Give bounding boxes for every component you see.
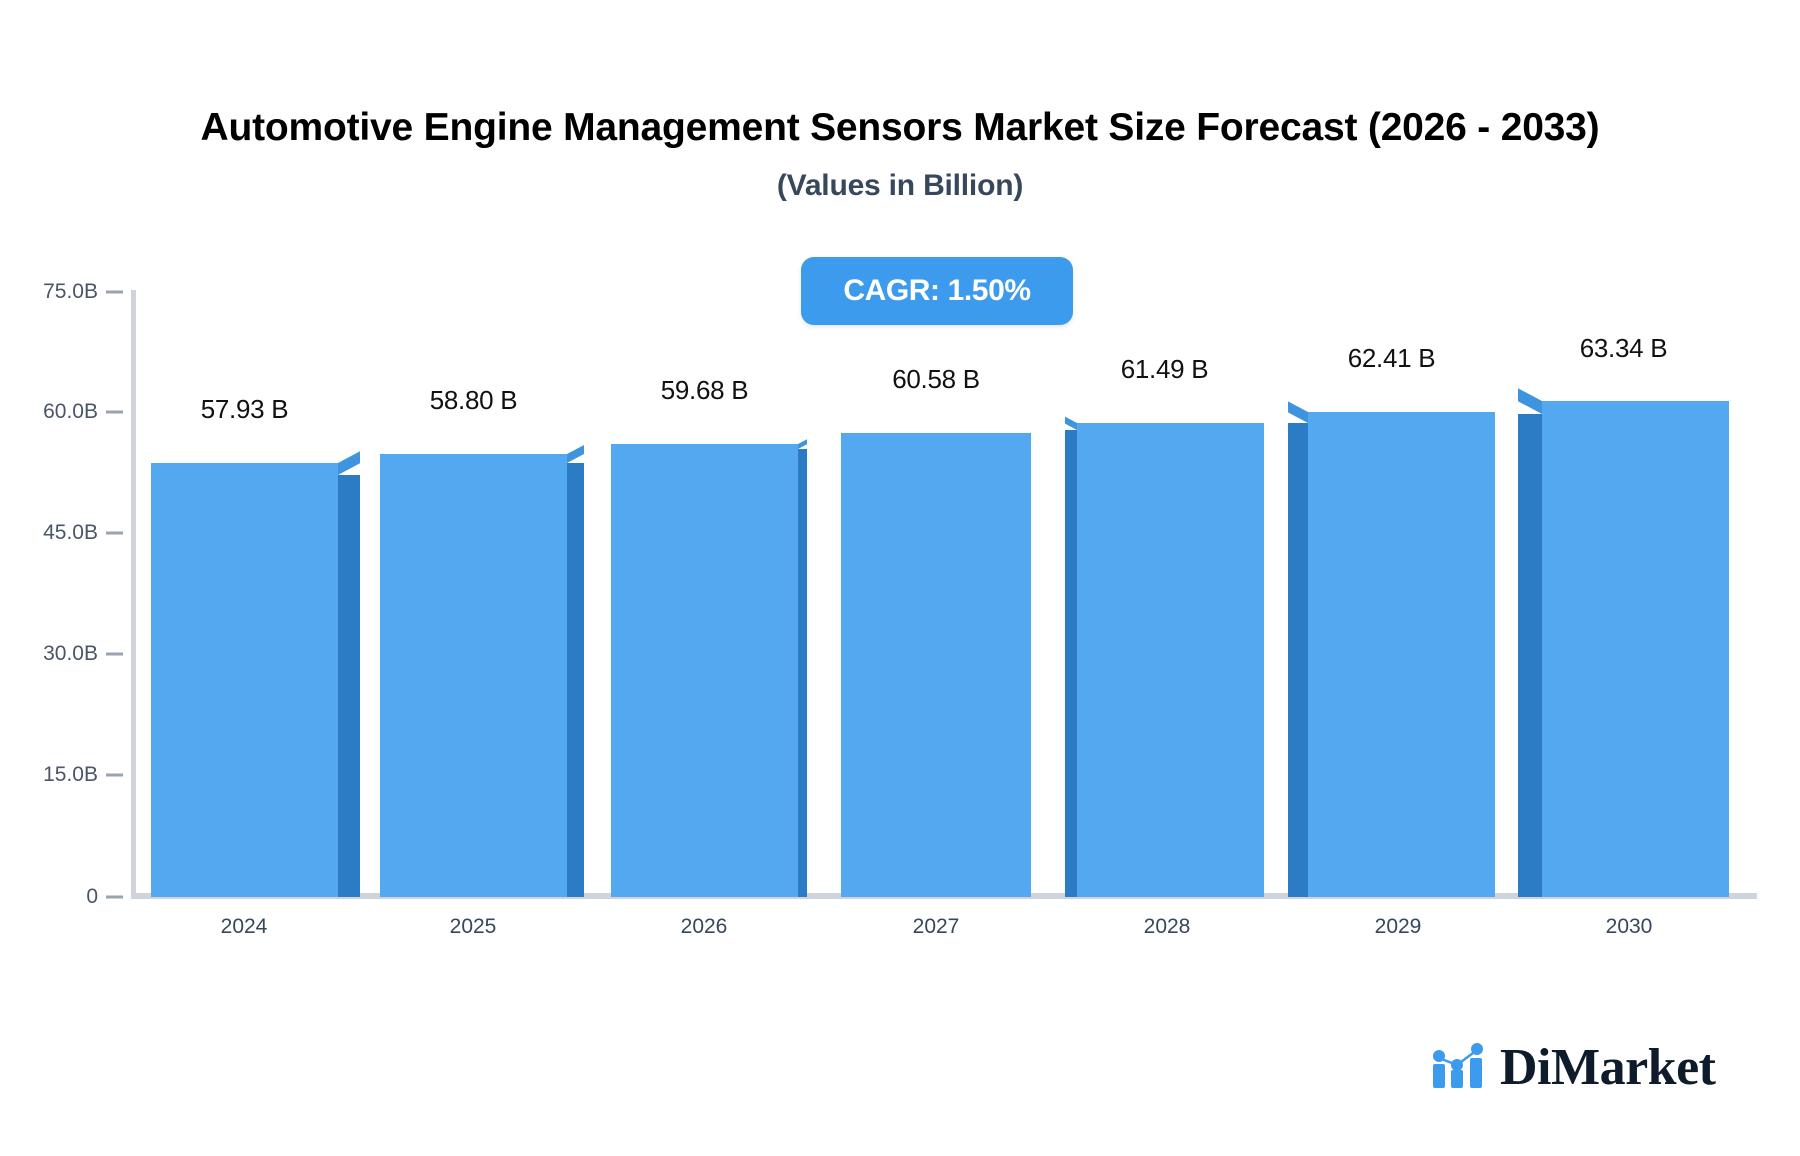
bar-value-2025: 58.80 B <box>429 385 518 415</box>
x-tick-label-2025: 2025 <box>449 915 497 938</box>
bar-side-2028 <box>1065 430 1077 897</box>
bar-chart-logo-icon <box>1430 1040 1488 1095</box>
bar-front-2029 <box>1308 412 1495 897</box>
x-tick-label-2024: 2024 <box>220 915 268 938</box>
x-tick-label-2026: 2026 <box>680 915 728 938</box>
y-tick-mark-0 <box>106 895 123 899</box>
x-tick-label-2027: 2027 <box>912 915 960 938</box>
bar-side-2024 <box>338 475 360 897</box>
x-tick-label-2030: 2030 <box>1605 915 1653 938</box>
y-tick-label-2: 30.0B <box>43 642 98 665</box>
bar-top-2028 <box>1065 416 1077 430</box>
bar-top-2029 <box>1288 401 1308 423</box>
y-tick-label-5: 75.0B <box>43 280 98 303</box>
y-tick-mark-3 <box>106 531 123 535</box>
y-tick-mark-1 <box>106 773 123 777</box>
bar-value-2027: 60.58 B <box>892 364 980 394</box>
y-tick-mark-4 <box>106 410 123 414</box>
y-tick-label-4: 60.0B <box>43 400 98 423</box>
bar-front-2024 <box>151 463 338 897</box>
dimarket-logo-text: DiMarket <box>1500 1038 1716 1096</box>
bar-side-2026 <box>798 449 807 897</box>
chart-header: Automotive Engine Management Sensors Mar… <box>0 0 1800 203</box>
bar-top-2025 <box>567 444 584 463</box>
bar-front-2026 <box>611 444 798 897</box>
bar-side-2029 <box>1288 423 1308 897</box>
y-tick-label-0: 0 <box>86 885 98 908</box>
bar-value-2029: 62.41 B <box>1347 343 1436 373</box>
bar-front-2025 <box>380 454 567 897</box>
bar-top-2030 <box>1518 388 1542 414</box>
bar-top-2024 <box>338 451 360 475</box>
bar-front-2028 <box>1077 423 1264 897</box>
bar-value-2028: 61.49 B <box>1120 354 1209 384</box>
chart-subtitle: (Values in Billion) <box>776 168 1024 202</box>
dimarket-logo: DiMarket <box>1430 1038 1716 1096</box>
bar-value-2024: 57.93 B <box>200 394 289 424</box>
x-tick-label-2028: 2028 <box>1143 915 1191 938</box>
y-axis-line <box>131 290 136 897</box>
bar-value-2030: 63.34 B <box>1579 333 1668 363</box>
bar-side-2030 <box>1518 414 1542 897</box>
cagr-badge: CAGR: 1.50% <box>801 257 1073 325</box>
y-tick-label-3: 45.0B <box>43 521 98 544</box>
y-tick-label-1: 15.0B <box>43 763 98 786</box>
y-tick-mark-5 <box>106 290 123 294</box>
y-tick-mark-2 <box>106 652 123 656</box>
bar-front-2030 <box>1542 401 1729 897</box>
bar-value-2026: 59.68 B <box>660 375 749 405</box>
x-tick-label-2029: 2029 <box>1374 915 1422 938</box>
page-title: Automotive Engine Management Sensors Mar… <box>200 106 1600 149</box>
bar-top-2026 <box>798 439 807 449</box>
bar-side-2025 <box>567 463 584 897</box>
cagr-badge-label: CAGR: 1.50% <box>843 274 1031 307</box>
bar-front-2027 <box>841 433 1031 897</box>
